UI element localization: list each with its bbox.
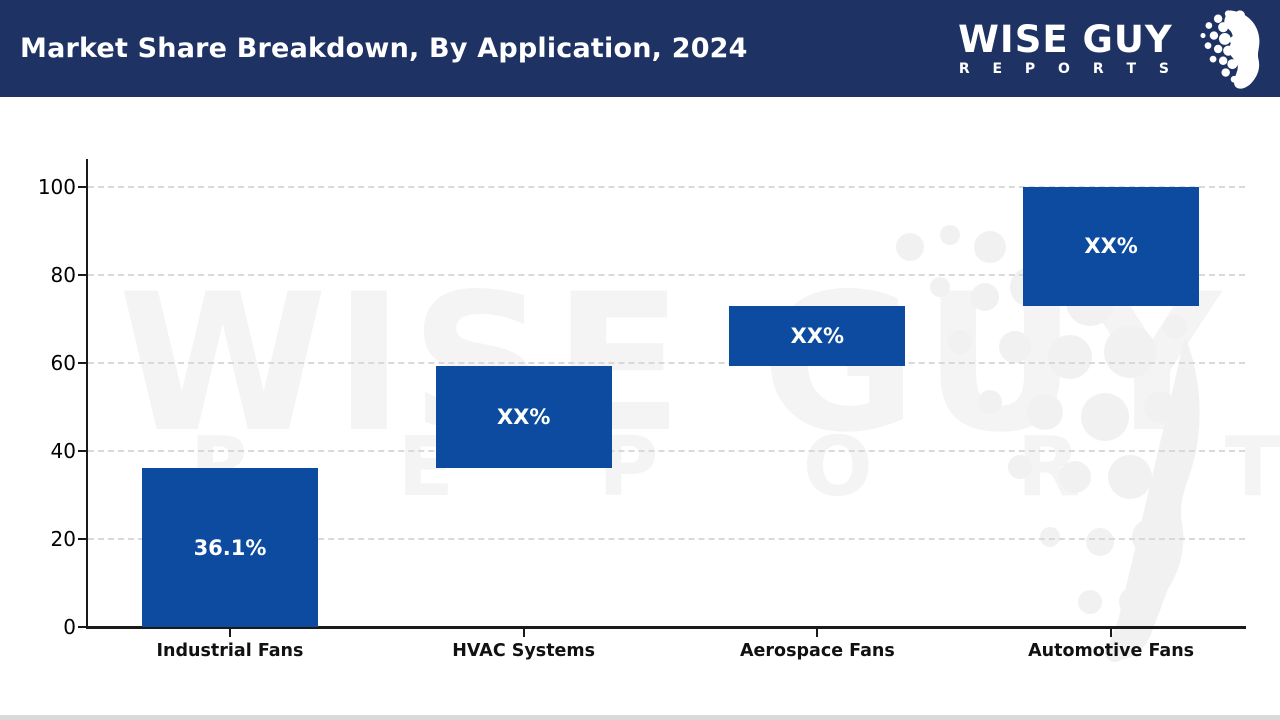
y-tick-label-60: 60 (50, 351, 76, 375)
gridline-60 (88, 362, 1245, 364)
y-tick-mark-100 (78, 186, 86, 188)
y-tick-label-80: 80 (50, 263, 76, 287)
y-tick-mark-40 (78, 450, 86, 452)
bar-value-label-hvac-systems: XX% (496, 404, 551, 429)
y-tick-label-40: 40 (50, 439, 76, 463)
bar-value-label-industrial-fans: 36.1% (193, 535, 267, 560)
x-tick-label-hvac-systems: HVAC Systems (452, 641, 596, 661)
header-bar: Market Share Breakdown, By Application, … (0, 0, 1280, 97)
dotted-head-icon (1200, 9, 1260, 89)
chart-area: WISE GUY R E P O R T S 02040608010036.1%… (0, 97, 1280, 720)
y-tick-mark-20 (78, 538, 86, 540)
bar-value-label-automotive-fans: XX% (1084, 234, 1138, 259)
watermark-text-line2: R E P O R T S (190, 420, 1280, 515)
bar-aerospace-fans: XX% (729, 305, 906, 366)
bottom-border-strip (0, 715, 1280, 720)
gridline-80 (88, 274, 1245, 276)
x-tick-mark-automotive-fans (1110, 629, 1113, 637)
x-tick-mark-aerospace-fans (816, 629, 819, 637)
y-tick-mark-0 (78, 626, 86, 628)
x-tick-label-automotive-fans: Automotive Fans (1028, 641, 1195, 661)
y-tick-mark-80 (78, 274, 86, 276)
bar-automotive-fans: XX% (1023, 187, 1200, 306)
x-tick-mark-hvac-systems (522, 629, 525, 637)
x-tick-mark-industrial-fans (229, 629, 231, 637)
wise-guy-logo: WISE GUY R E P O R T S (953, 7, 1266, 91)
x-axis-line (86, 626, 1246, 629)
x-tick-label-industrial-fans: Industrial Fans (156, 641, 304, 661)
logo-wordmark-line1: WISE GUY (958, 17, 1173, 61)
gridline-100 (88, 186, 1245, 188)
x-tick-label-aerospace-fans: Aerospace Fans (740, 641, 895, 661)
y-tick-label-100: 100 (37, 175, 76, 199)
bar-value-label-aerospace-fans: XX% (790, 323, 845, 348)
gridline-20 (88, 538, 1245, 540)
logo-wordmark: WISE GUY R E P O R T S (953, 21, 1178, 77)
y-axis-line (86, 159, 88, 629)
y-tick-label-20: 20 (50, 527, 76, 551)
logo-wordmark-line2: R E P O R T S (958, 60, 1178, 77)
y-tick-label-0: 0 (63, 615, 76, 639)
bar-hvac-systems: XX% (435, 365, 612, 469)
bar-industrial-fans: 36.1% (142, 468, 318, 627)
y-tick-mark-60 (78, 362, 86, 364)
page-title: Market Share Breakdown, By Application, … (20, 33, 748, 64)
gridline-40 (88, 450, 1245, 452)
